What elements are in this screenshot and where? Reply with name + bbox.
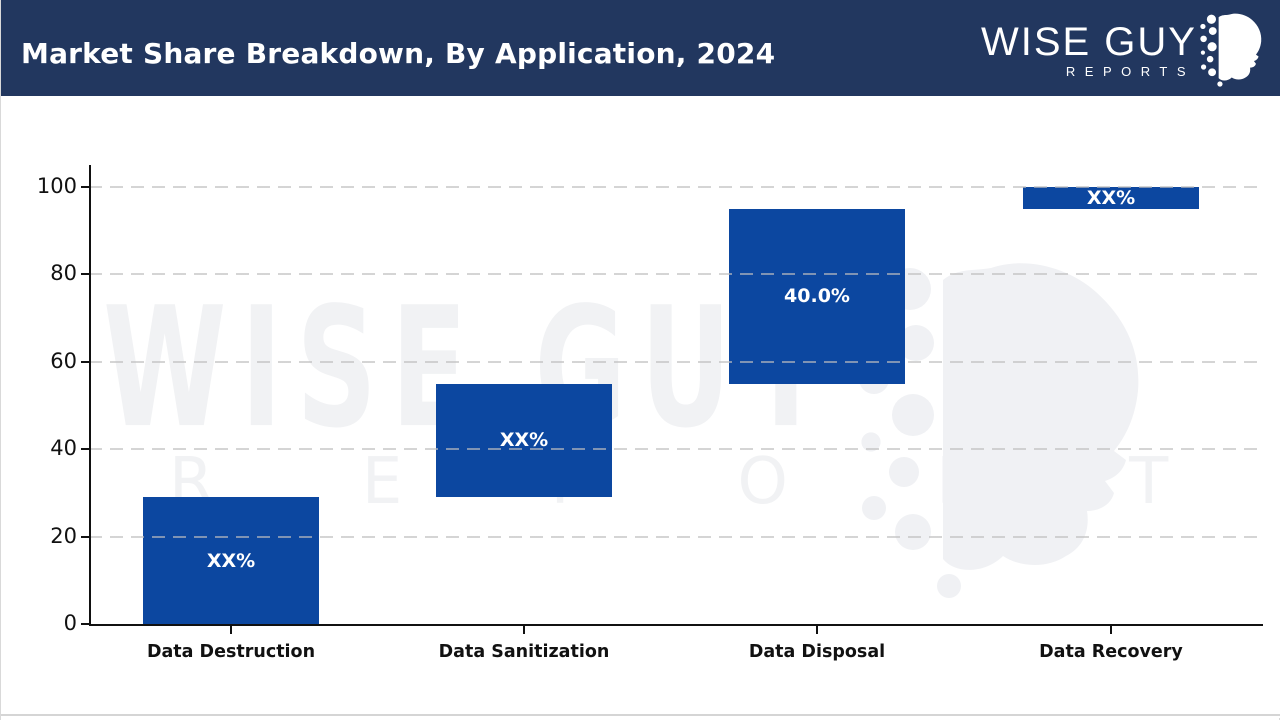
dotted-head-icon [1200,13,1262,87]
page-title: Market Share Breakdown, By Application, … [21,36,776,70]
gridline-60 [89,360,1263,363]
y-tick-label-60: 60 [50,348,77,373]
header-banner: Market Share Breakdown, By Application, … [1,0,1280,96]
x-axis-label-data-recovery: Data Recovery [1039,642,1183,662]
y-tick-label-40: 40 [50,436,77,461]
y-tick-label-0: 0 [63,611,77,635]
y-tick-label-20: 20 [50,523,77,548]
bar-value-label: 40.0% [784,285,850,308]
bar-value-label: XX% [206,549,256,572]
gridline-80 [89,273,1263,276]
x-axis-label-data-sanitization: Data Sanitization [438,642,610,662]
x-axis-label-data-destruction: Data Destruction [146,642,316,662]
x-tick-data-destruction [230,626,232,634]
x-axis-line [89,624,1263,626]
bar-data-sanitization [436,383,612,498]
y-tick-80 [81,273,89,276]
bar-value-label: XX% [499,429,549,452]
gridline-20 [89,535,1263,538]
gridline-100 [89,186,1263,188]
brand-subtitle: REPORTS [1065,64,1195,79]
y-tick-0 [81,623,89,625]
x-tick-data-disposal [816,626,818,634]
bar-data-destruction [143,497,319,624]
y-tick-40 [81,448,89,451]
x-tick-data-recovery [1110,626,1112,634]
bottom-divider [1,714,1280,716]
y-tick-100 [81,186,89,188]
y-tick-label-80: 80 [50,261,77,286]
x-tick-data-sanitization [523,626,525,634]
brand-logo: WISE GUY REPORTS [981,4,1271,92]
chart-canvas: WISE GUY R E P O R T S XX%XX%40.0%XX%020… [1,96,1280,718]
brand-logo-text: WISE GUY REPORTS [981,22,1197,78]
y-tick-20 [81,535,89,538]
bar-data-disposal [729,208,905,384]
x-axis-label-data-disposal: Data Disposal [748,642,886,662]
bar-value-label: XX% [1086,186,1136,209]
y-axis-line [89,165,91,626]
gridline-40 [89,448,1263,451]
y-tick-label-100: 100 [36,174,77,198]
brand-name: WISE GUY [980,20,1197,64]
y-tick-60 [81,360,89,363]
bar-data-recovery [1023,187,1199,209]
